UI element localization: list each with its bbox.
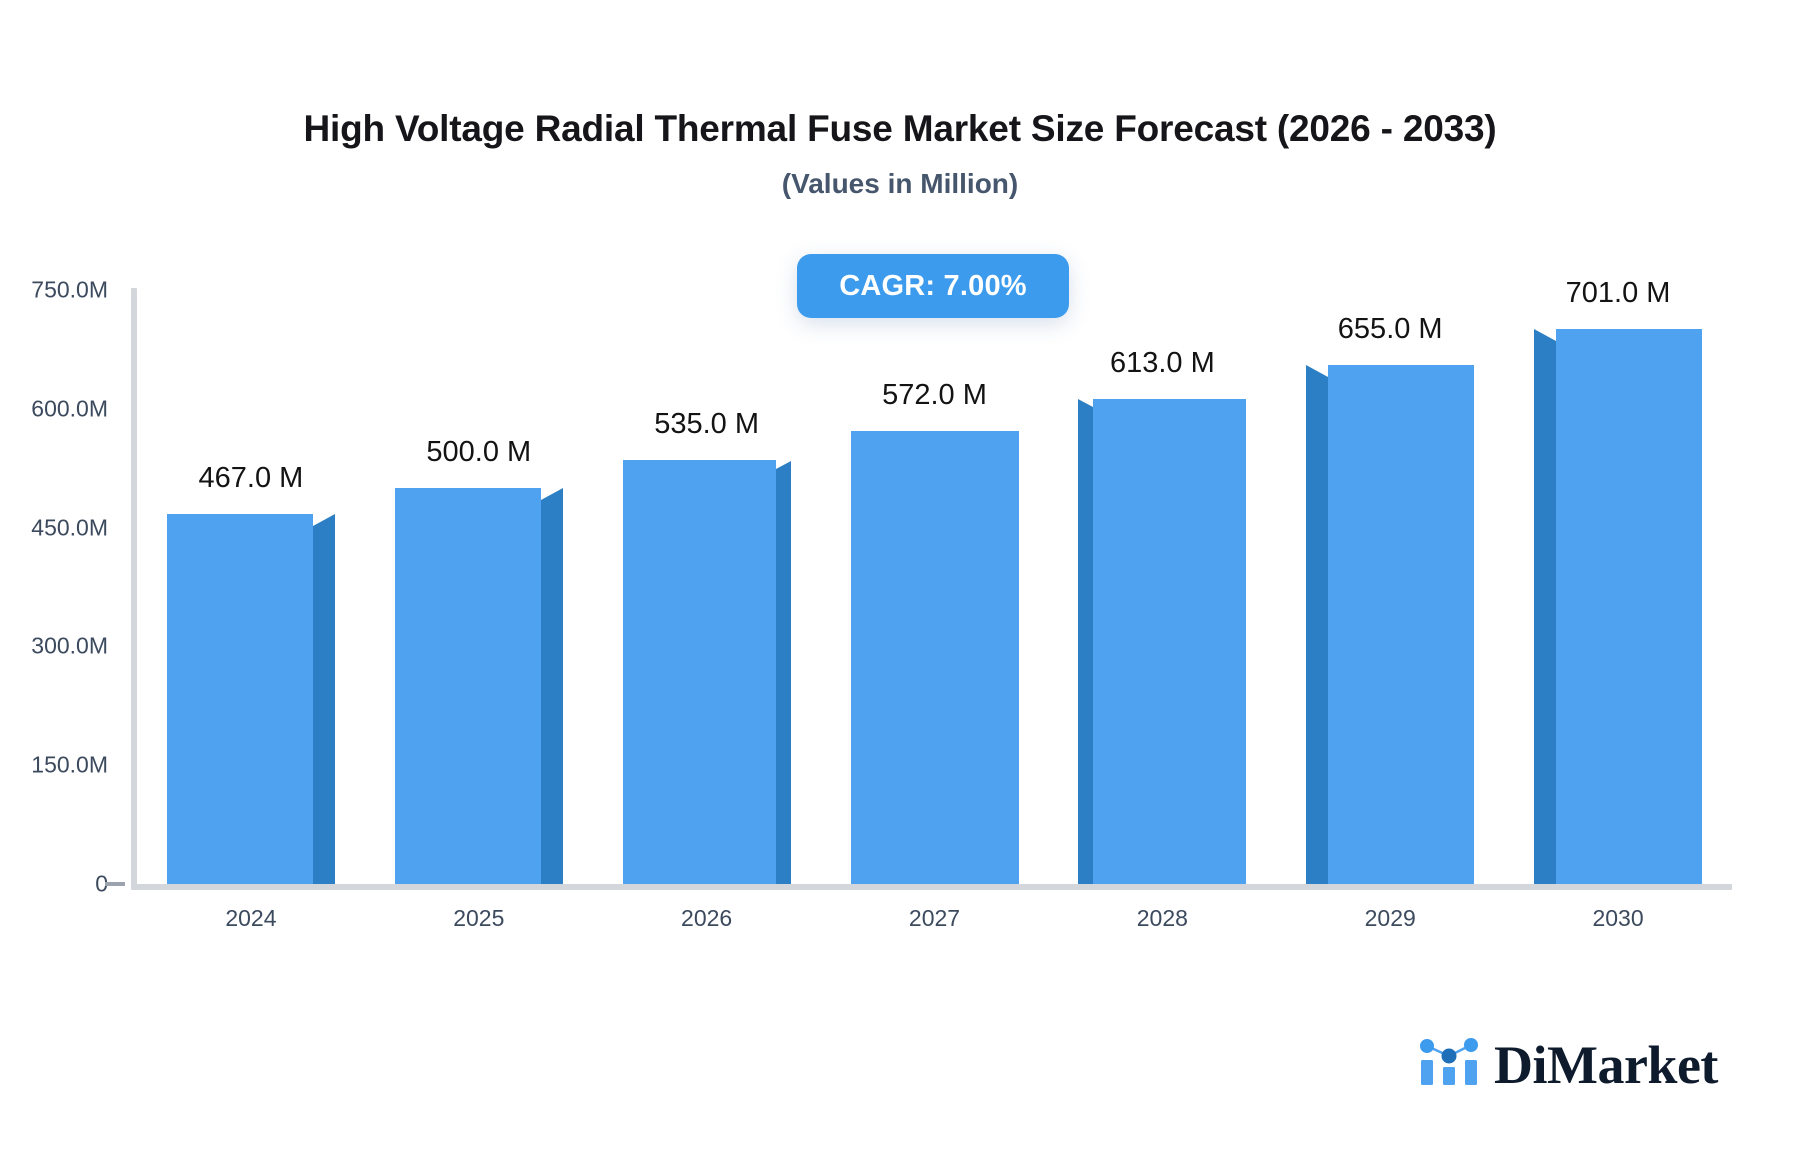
- bar-2024: [166, 504, 335, 884]
- bar-value-label-2027: 572.0 M: [882, 378, 987, 411]
- x-tick-label-2025: 2025: [453, 905, 505, 931]
- bar-side-face: [1534, 340, 1557, 884]
- bar-top-face: [1078, 398, 1094, 407]
- y-tick-label: 600.0M: [31, 395, 108, 422]
- y-tick-label: 150.0M: [31, 751, 108, 778]
- bar-value-label-2024: 467.0 M: [198, 462, 304, 495]
- x-tick-label-2024: 2024: [225, 905, 277, 931]
- bar-front-face: [1093, 398, 1247, 884]
- bar-top-face: [1534, 328, 1557, 341]
- chart-title: High Voltage Radial Thermal Fuse Market …: [303, 108, 1497, 149]
- y-tick-label: 450.0M: [31, 514, 108, 541]
- bar-top-face: [312, 514, 335, 527]
- chart-subtitle: (Values in Million): [781, 168, 1019, 199]
- bar-2027: [850, 421, 1019, 884]
- bar-value-label-2030: 701.0 M: [1565, 276, 1671, 309]
- bar-value-label-2028: 613.0 M: [1109, 346, 1215, 379]
- x-tick-label-2029: 2029: [1364, 905, 1416, 931]
- y-tick-label: 750.0M: [31, 276, 108, 303]
- brand-name: DiMarket: [1494, 1034, 1718, 1095]
- x-tick-label-2027: 2027: [908, 905, 961, 931]
- bar-front-face: [166, 514, 313, 884]
- bar-value-label-2025: 500.0 M: [426, 436, 532, 468]
- bar-top-face: [775, 460, 791, 469]
- x-axis-line: [131, 884, 1732, 890]
- bar-value-label-2029: 655.0 M: [1337, 313, 1443, 346]
- bar-front-face: [1556, 328, 1703, 884]
- bar-top-face: [540, 488, 563, 501]
- bar-chart-logo-icon: [1418, 1036, 1480, 1093]
- y-axis-line: [131, 288, 137, 889]
- brand-logo: DiMarket: [1418, 1036, 1718, 1093]
- y-axis-zero-tick: [105, 882, 125, 886]
- bar-side-face: [540, 500, 563, 884]
- y-tick-label: 0: [95, 870, 108, 897]
- cagr-badge: CAGR: 7.00%: [797, 254, 1069, 318]
- bar-value-label-2026: 535.0 M: [654, 408, 760, 441]
- y-tick-label: 300.0M: [31, 632, 108, 659]
- x-tick-label-2030: 2030: [1592, 905, 1644, 931]
- bar-2028: [1078, 389, 1247, 884]
- bar-front-face: [850, 430, 1019, 884]
- bar-top-face: [1306, 365, 1329, 378]
- bar-side-face: [312, 526, 335, 884]
- bar-front-face: [1328, 365, 1475, 884]
- x-tick-label-2028: 2028: [1136, 905, 1188, 931]
- x-tick-label-2026: 2026: [681, 905, 733, 931]
- bar-2025: [394, 478, 563, 884]
- bar-2029: [1306, 355, 1475, 884]
- bar-side-face: [1306, 377, 1329, 884]
- bar-2030: [1534, 319, 1703, 884]
- bar-2026: [622, 450, 791, 884]
- bar-front-face: [622, 460, 776, 884]
- bar-side-face: [1078, 406, 1094, 884]
- bar-side-face: [775, 468, 791, 884]
- bar-front-face: [394, 488, 541, 884]
